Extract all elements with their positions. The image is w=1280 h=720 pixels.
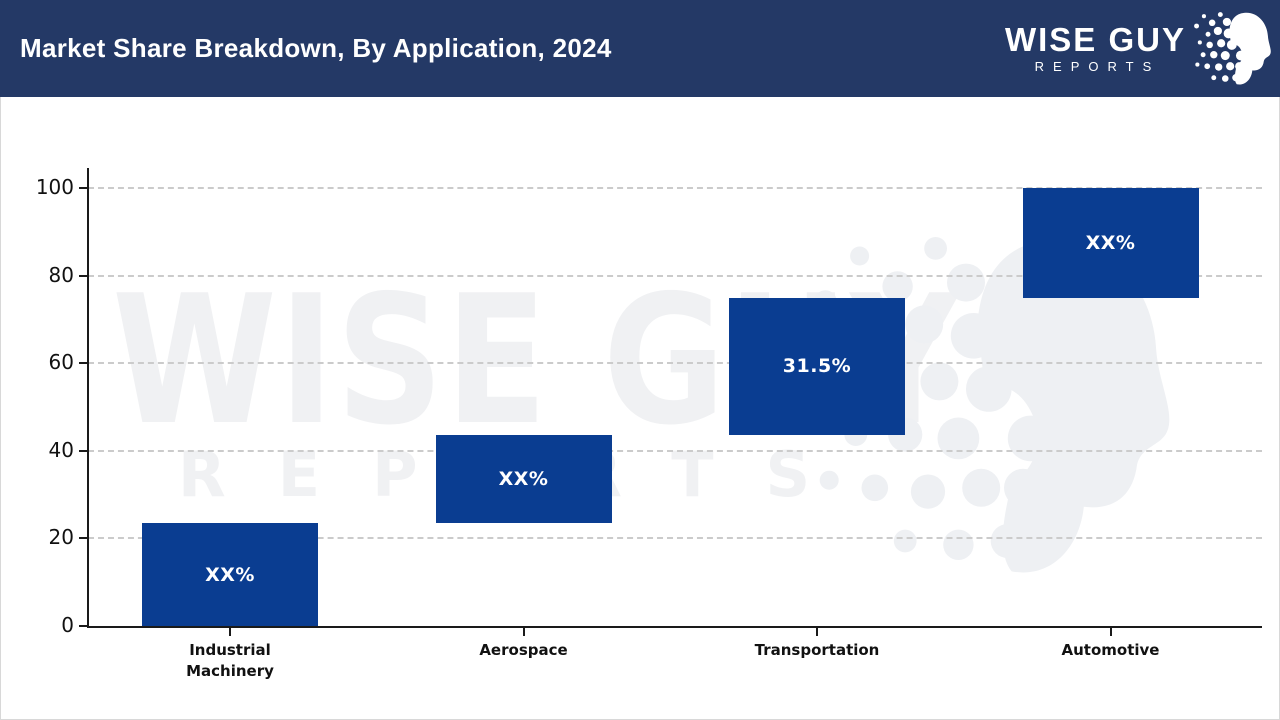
x-tick-automotive xyxy=(1109,628,1112,636)
wise-guy-reports-logo: WISE GUY REPORTS xyxy=(1005,6,1280,92)
x-tick-transportation xyxy=(816,628,818,636)
bar-value-label-transportation: 31.5% xyxy=(782,355,852,378)
y-tick-0 xyxy=(79,625,87,627)
y-tick-label-20: 20 xyxy=(48,525,74,550)
header-band: Market Share Breakdown, By Application, … xyxy=(0,0,1280,97)
bar-automotive: XX% xyxy=(1022,188,1199,298)
gridline-100 xyxy=(88,187,1262,189)
logo-text: WISE GUY REPORTS xyxy=(1004,20,1186,75)
y-tick-40 xyxy=(79,449,87,452)
x-tick-label-industrial-machinery: Industrial Machinery xyxy=(186,641,274,680)
y-tick-label-60: 60 xyxy=(48,350,74,375)
y-tick-label-100: 100 xyxy=(35,175,74,199)
bar-value-label-aerospace: XX% xyxy=(498,468,549,491)
bar-industrial-machinery: XX% xyxy=(142,523,318,626)
gridline-80 xyxy=(88,274,1262,277)
y-tick-100 xyxy=(79,187,87,189)
bar-value-label-industrial-machinery: XX% xyxy=(205,563,255,586)
x-tick-aerospace xyxy=(522,628,525,636)
x-tick-industrial-machinery xyxy=(229,628,231,636)
page-title: Market Share Breakdown, By Application, … xyxy=(20,33,612,63)
x-tick-label-transportation: Transportation xyxy=(754,641,880,659)
gridline-40 xyxy=(88,449,1262,452)
y-tick-label-80: 80 xyxy=(48,262,74,287)
logo-subtitle: REPORTS xyxy=(1034,59,1161,75)
bar-transportation: 31.5% xyxy=(729,297,905,436)
y-tick-label-0: 0 xyxy=(61,613,74,637)
dotted-head-logo-icon xyxy=(1194,11,1271,84)
y-tick-label-40: 40 xyxy=(48,437,74,462)
logo-wordmark: WISE GUY xyxy=(1004,20,1186,58)
y-axis-line xyxy=(87,168,89,627)
x-tick-label-automotive: Automotive xyxy=(1061,641,1160,659)
y-tick-60 xyxy=(79,362,87,365)
bar-value-label-automotive: XX% xyxy=(1085,231,1136,254)
y-tick-20 xyxy=(79,537,87,540)
x-axis-line xyxy=(87,626,1262,628)
bar-aerospace: XX% xyxy=(435,435,612,524)
y-tick-80 xyxy=(79,274,87,277)
x-tick-label-aerospace: Aerospace xyxy=(479,641,568,659)
gridline-20 xyxy=(88,537,1262,540)
gridline-60 xyxy=(88,362,1262,365)
